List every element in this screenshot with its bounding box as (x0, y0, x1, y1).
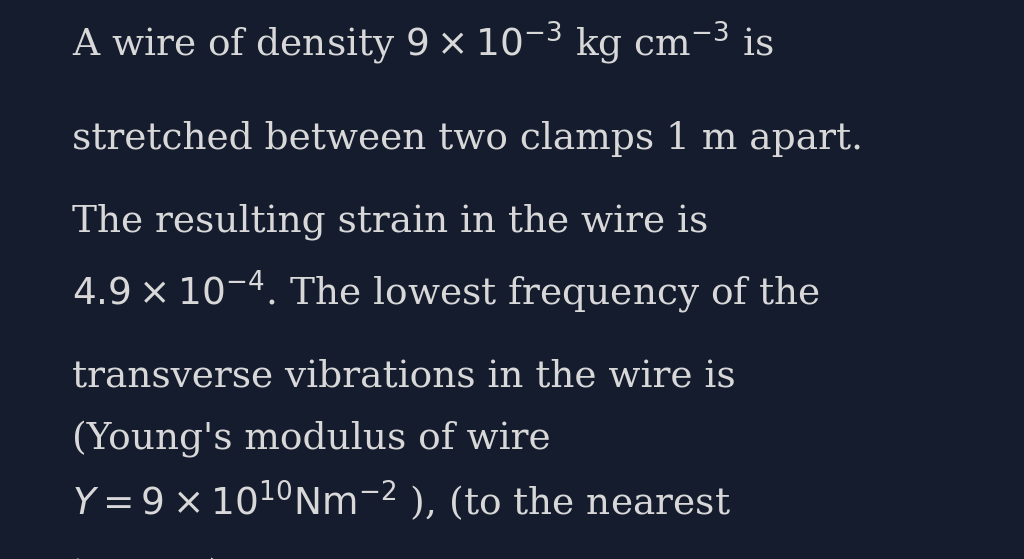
Text: transverse vibrations in the wire is: transverse vibrations in the wire is (72, 358, 735, 394)
Text: $Y = 9 \times 10^{10}\mathrm{Nm}^{-2}$ ), (to the nearest: $Y = 9 \times 10^{10}\mathrm{Nm}^{-2}$ )… (72, 478, 730, 523)
Text: (Young's modulus of wire: (Young's modulus of wire (72, 421, 550, 458)
Text: stretched between two clamps 1 m apart.: stretched between two clamps 1 m apart. (72, 121, 862, 157)
Text: A wire of density $9 \times 10^{-3}$ kg cm$^{-3}$ is: A wire of density $9 \times 10^{-3}$ kg … (72, 20, 773, 67)
Text: The resulting strain in the wire is: The resulting strain in the wire is (72, 204, 708, 240)
Text: integer),: integer), (72, 558, 236, 559)
Text: $4.9 \times 10^{-4}$. The lowest frequency of the: $4.9 \times 10^{-4}$. The lowest frequen… (72, 268, 820, 316)
